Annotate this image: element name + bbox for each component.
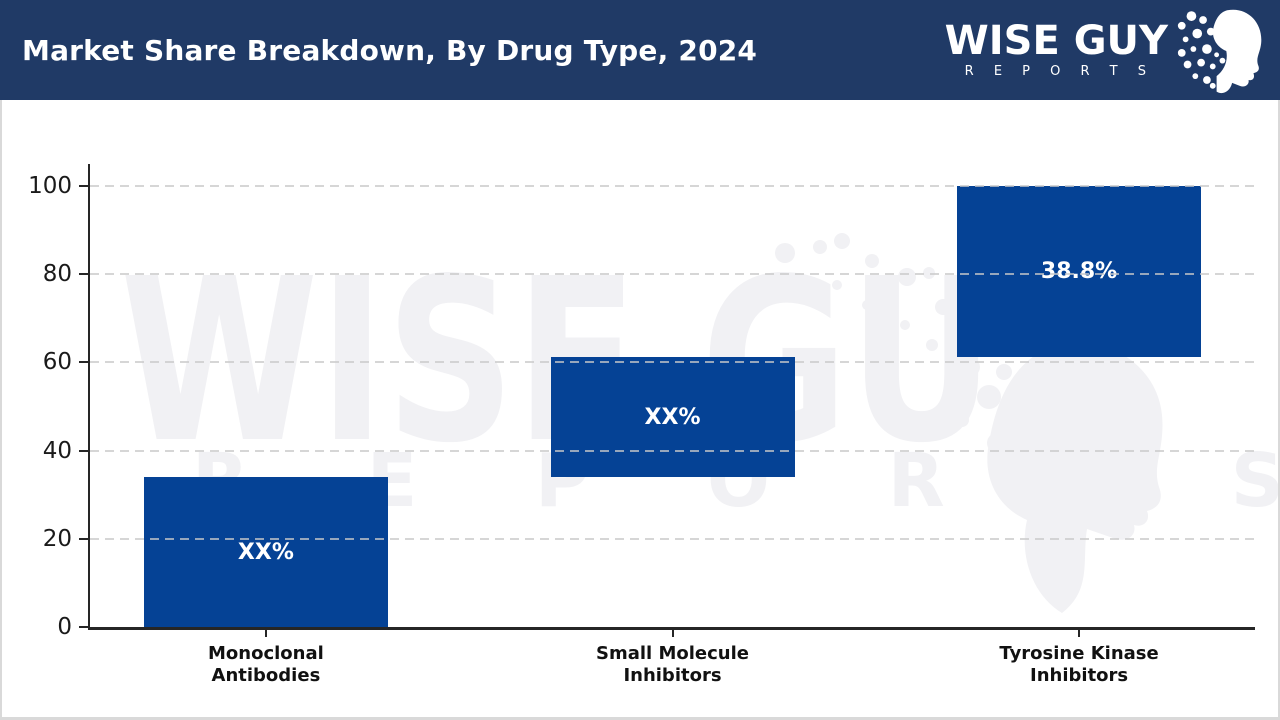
brand-head-icon [1177, 9, 1262, 94]
y-tick-80 [79, 273, 88, 276]
bar-segment-1: XX% [143, 477, 388, 627]
x-category-label-line: Small Molecule [596, 643, 749, 664]
x-category-label-line: Antibodies [211, 665, 321, 686]
x-category-label-1: Monoclonal Antibodies [116, 643, 416, 687]
plot-area: 0 20 40 60 80 100 XX% Monoclonal Antibodies XX% Sm… [28, 164, 1255, 686]
x-category-label-line: Monoclonal [208, 643, 324, 664]
page-title: Market Share Breakdown, By Drug Type, 20… [22, 33, 758, 67]
brand-logo-text: WISE GUY R E P O R T S [945, 21, 1168, 79]
y-tick-100 [79, 185, 88, 187]
gridline-y-80 [90, 273, 1255, 276]
y-tick-60 [79, 361, 88, 364]
brand-subtext: R E P O R T S [964, 64, 1154, 79]
bar-value-label-1: XX% [237, 539, 294, 565]
y-tick-40 [79, 449, 88, 452]
x-category-label-2: Small Molecule Inhibitors [523, 643, 823, 687]
x-tick-2 [671, 627, 674, 637]
y-tick-label-60: 60 [42, 349, 72, 376]
chart-region: WISE GUY R E P O R T S 020406080100XX%Mo… [2, 100, 1278, 717]
y-tick-0 [79, 626, 88, 628]
y-tick-label-40: 40 [42, 437, 72, 464]
x-category-label-line: Tyrosine Kinase [999, 643, 1159, 664]
brand-logo: WISE GUY R E P O R T S [945, 6, 1266, 94]
gridline-y-100 [90, 185, 1255, 187]
y-tick-20 [79, 537, 88, 540]
bar-value-label-2: XX% [644, 404, 701, 430]
gridline-y-20 [90, 537, 1255, 540]
y-tick-label-20: 20 [42, 525, 72, 552]
x-category-label-line: Inhibitors [623, 665, 722, 686]
gridline-y-40 [90, 449, 1255, 452]
y-axis-line [88, 164, 90, 629]
bar-segment-3: 38.8% [957, 186, 1202, 358]
brand-wordmark: WISE GUY [944, 18, 1168, 64]
x-category-label-line: Inhibitors [1030, 665, 1129, 686]
x-tick-1 [264, 627, 267, 637]
bar-segment-2: XX% [550, 357, 795, 478]
gridline-y-60 [90, 361, 1255, 364]
y-tick-label-0: 0 [57, 614, 72, 640]
bar-value-label-3: 38.8% [1040, 259, 1118, 285]
y-tick-label-80: 80 [42, 261, 72, 288]
x-category-label-3: Tyrosine Kinase Inhibitors [929, 643, 1229, 687]
header-bar: Market Share Breakdown, By Drug Type, 20… [0, 0, 1280, 100]
x-tick-3 [1078, 627, 1081, 637]
y-tick-label-100: 100 [28, 173, 72, 199]
